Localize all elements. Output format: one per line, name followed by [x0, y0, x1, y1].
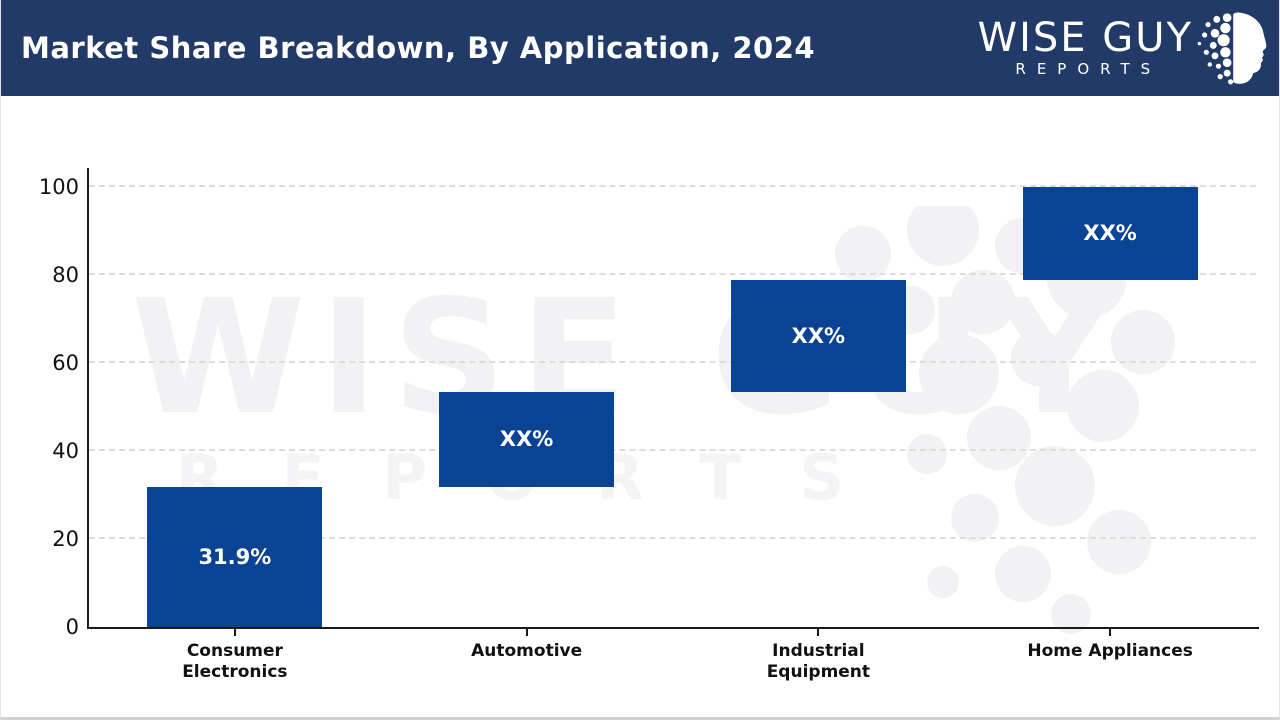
x-tick-label-automotive: Automotive — [471, 641, 583, 661]
x-tick-label-consumer-electronics: Consumer Electronics — [182, 641, 288, 682]
x-tick-mark — [233, 629, 236, 636]
x-tick-mark — [817, 629, 820, 636]
bar-home-appliances: XX% — [1022, 187, 1198, 280]
y-tick-label-20: 20 — [52, 527, 79, 551]
plot-area: 31.9% XX% XX% XX% — [89, 185, 1256, 627]
chart-section: WISE GUY REPORTS 31.9%XX%XX%XX% 02040608… — [1, 96, 1279, 717]
bar-consumer-electronics: 31.9% — [147, 486, 323, 627]
wise-guy-reports-logo: WISE GUY REPORTS — [978, 0, 1267, 96]
gridline-y-20 — [89, 537, 1256, 539]
logo-text: WISE GUY REPORTS — [978, 18, 1193, 78]
bar-industrial-equipment: XX% — [730, 279, 906, 393]
y-tick-label-100: 100 — [38, 175, 79, 199]
bar-value-label: XX% — [791, 323, 846, 348]
y-tick-label-0: 0 — [65, 615, 79, 639]
y-tick-label-60: 60 — [52, 351, 79, 375]
logo-wordmark: WISE GUY — [977, 15, 1193, 61]
x-tick-label-home-appliances: Home Appliances — [1027, 641, 1193, 661]
bar-automotive: XX% — [439, 392, 615, 487]
x-tick-label-industrial-equipment: Industrial Equipment — [766, 641, 871, 682]
gridline-y-80 — [89, 273, 1256, 275]
x-tick-mark — [1109, 629, 1112, 636]
y-tick-label-80: 80 — [52, 263, 79, 287]
header-band: Market Share Breakdown, By Application, … — [1, 0, 1279, 96]
x-axis-line — [87, 627, 1259, 629]
gridline-y-60 — [89, 361, 1256, 363]
dotted-head-profile-icon — [1197, 12, 1267, 85]
bar-value-label: 31.9% — [198, 544, 272, 569]
x-tick-mark — [525, 629, 528, 636]
y-tick-label-40: 40 — [52, 439, 79, 463]
gridline-y-40 — [89, 449, 1256, 451]
bar-value-label: XX% — [499, 427, 554, 452]
y-axis-line — [87, 168, 89, 629]
logo-subtitle: REPORTS — [1015, 60, 1162, 78]
gridline-y-100 — [89, 185, 1256, 187]
bar-value-label: XX% — [1083, 221, 1137, 246]
page-title: Market Share Breakdown, By Application, … — [21, 31, 816, 65]
